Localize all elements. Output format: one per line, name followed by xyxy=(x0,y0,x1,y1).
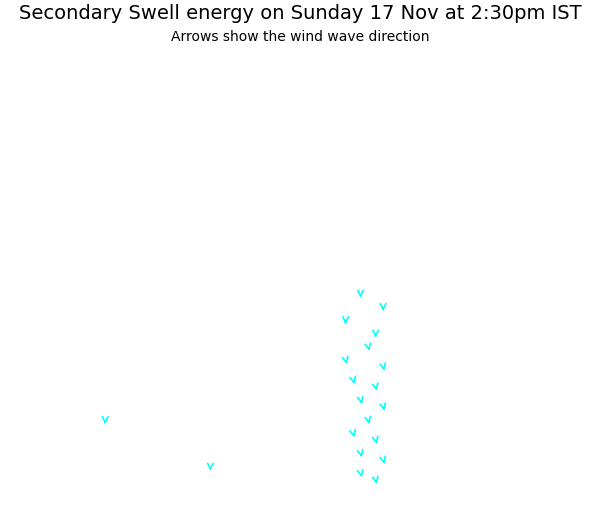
Text: Arrows show the wind wave direction: Arrows show the wind wave direction xyxy=(171,30,430,44)
Text: Secondary Swell energy on Sunday 17 Nov at 2:30pm IST: Secondary Swell energy on Sunday 17 Nov … xyxy=(19,4,582,24)
